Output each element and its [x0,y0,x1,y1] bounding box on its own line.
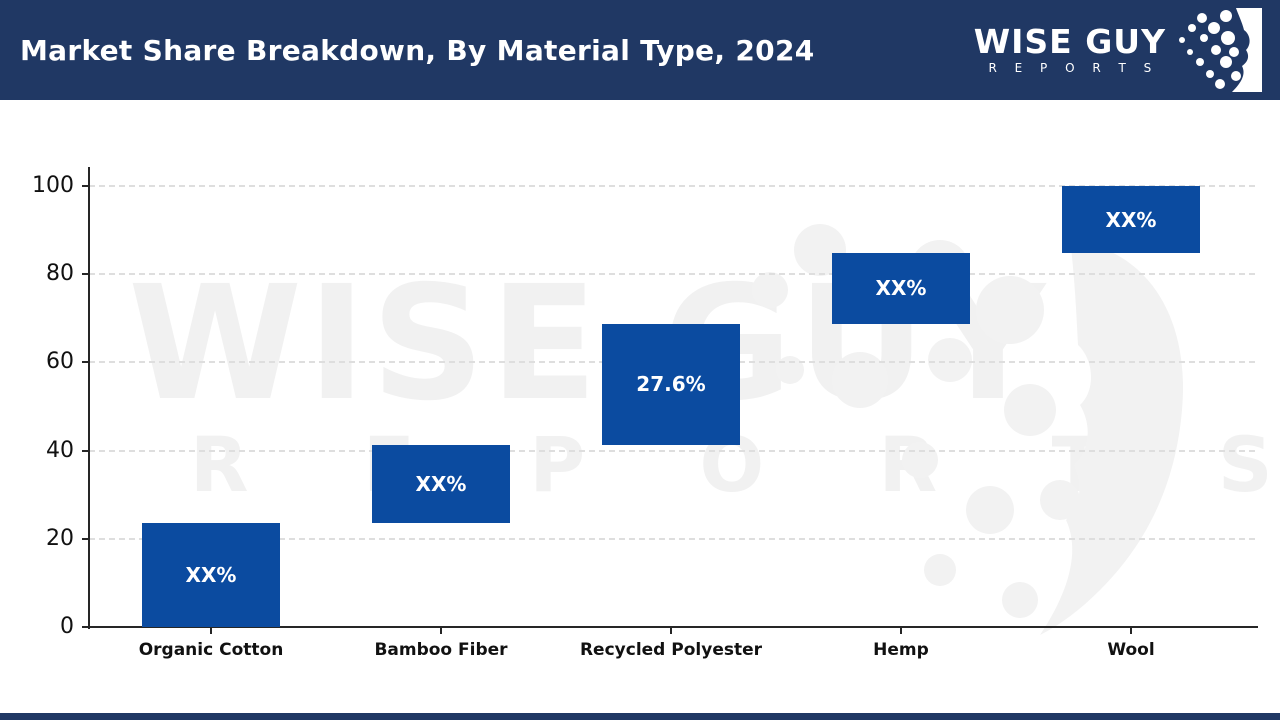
bar-bamboo-fiber: XX% [372,445,510,523]
bar-value-label-recycled-polyester: 27.6% [636,372,706,397]
wise-guy-logo: WISE GUY R E P O R T S [974,6,1262,94]
gridline-40 [89,449,1255,452]
gridline-100 [89,185,1255,187]
gridline-80 [89,273,1255,276]
y-tick-mark-60 [82,361,89,364]
x-tick-mark-wool [1130,627,1132,634]
bar-hemp: XX% [832,253,970,324]
x-tick-mark-hemp [900,627,902,634]
y-tick-label-60: 60 [46,349,74,375]
bar-organic-cotton: XX% [142,522,280,627]
x-axis-label-hemp: Hemp [873,640,929,660]
bar-value-label-hemp: XX% [875,276,927,301]
bar-value-label-wool: XX% [1105,207,1157,232]
y-tick-mark-100 [82,185,89,187]
logo-face-icon [1179,8,1262,92]
y-tick-label-80: 80 [46,261,74,287]
bar-wool: XX% [1062,186,1200,254]
y-tick-label-40: 40 [46,437,74,463]
footer-bar [0,713,1280,720]
y-tick-mark-0 [82,626,89,628]
logo-sub-text: R E P O R T S [988,61,1159,75]
x-axis-label-organic-cotton: Organic Cotton [138,640,284,660]
chart-title: Market Share Breakdown, By Material Type… [20,33,815,67]
y-tick-label-0: 0 [60,614,74,639]
bar-recycled-polyester: 27.6% [602,323,740,446]
x-tick-mark-recycled-polyester [670,627,672,634]
y-tick-mark-20 [82,537,89,540]
header-bar: Market Share Breakdown, By Material Type… [0,0,1280,100]
y-axis-line [88,167,90,629]
x-tick-mark-bamboo-fiber [440,627,442,634]
logo-wordmark: WISE GUY R E P O R T S [974,25,1166,75]
y-tick-mark-80 [82,273,89,276]
gridline-20 [89,537,1255,540]
bar-value-label-organic-cotton: XX% [185,562,237,587]
x-axis-label-recycled-polyester: Recycled Polyester [579,640,763,660]
x-axis-label-bamboo-fiber: Bamboo Fiber [374,640,508,660]
y-tick-label-100: 100 [32,173,74,198]
y-tick-label-20: 20 [46,525,74,551]
logo-name-text: WISE GUY [973,22,1166,61]
bar-value-label-bamboo-fiber: XX% [415,472,467,497]
y-tick-mark-40 [82,449,89,452]
x-axis-label-wool: Wool [1107,640,1155,660]
x-tick-mark-organic-cotton [210,627,212,634]
x-axis-line [88,626,1258,628]
